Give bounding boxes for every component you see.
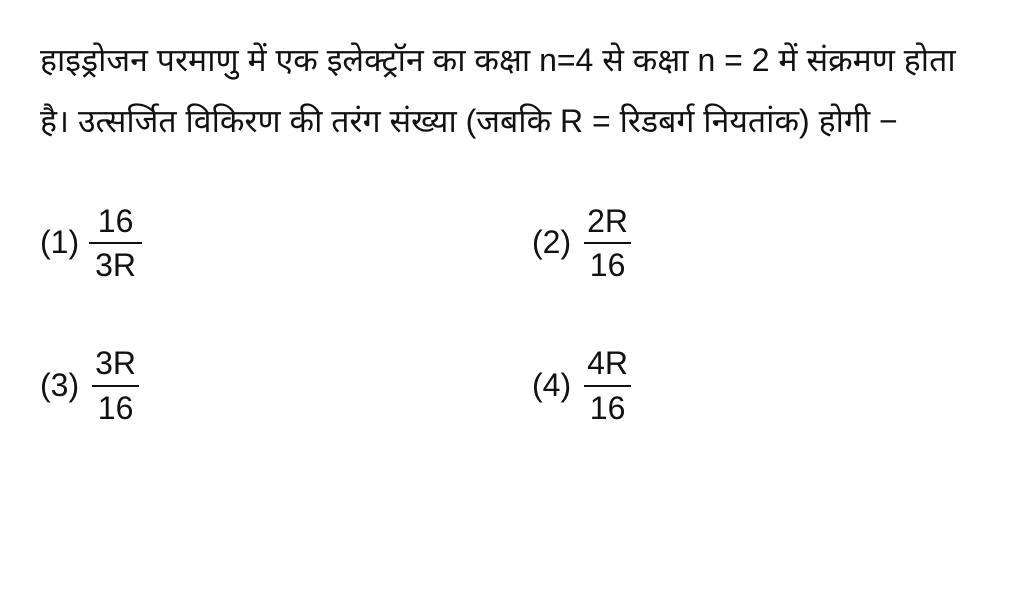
option-1-numerator: 16 [92, 202, 140, 242]
option-2-numerator: 2R [581, 202, 634, 242]
option-3-label: (3) [40, 367, 79, 404]
options-grid: (1) 16 3R (2) 2R 16 (3) 3R 16 (4) 4R [40, 202, 984, 428]
option-3-denominator: 16 [92, 385, 140, 427]
option-2-label: (2) [532, 224, 571, 261]
option-1[interactable]: (1) 16 3R [40, 202, 492, 285]
option-2-fraction: 2R 16 [581, 202, 634, 285]
option-1-denominator: 3R [89, 242, 142, 284]
option-4-numerator: 4R [581, 344, 634, 384]
option-3[interactable]: (3) 3R 16 [40, 344, 492, 427]
option-4-label: (4) [532, 367, 571, 404]
option-2[interactable]: (2) 2R 16 [532, 202, 984, 285]
option-4-fraction: 4R 16 [581, 344, 634, 427]
option-3-numerator: 3R [89, 344, 142, 384]
question-text: हाइड्रोजन परमाणु में एक इलेक्ट्रॉन का कक… [40, 30, 984, 152]
option-4[interactable]: (4) 4R 16 [532, 344, 984, 427]
option-4-denominator: 16 [584, 385, 632, 427]
page: हाइड्रोजन परमाणु में एक इलेक्ट्रॉन का कक… [0, 0, 1024, 594]
option-1-label: (1) [40, 224, 79, 261]
option-2-denominator: 16 [584, 242, 632, 284]
option-1-fraction: 16 3R [89, 202, 142, 285]
option-3-fraction: 3R 16 [89, 344, 142, 427]
